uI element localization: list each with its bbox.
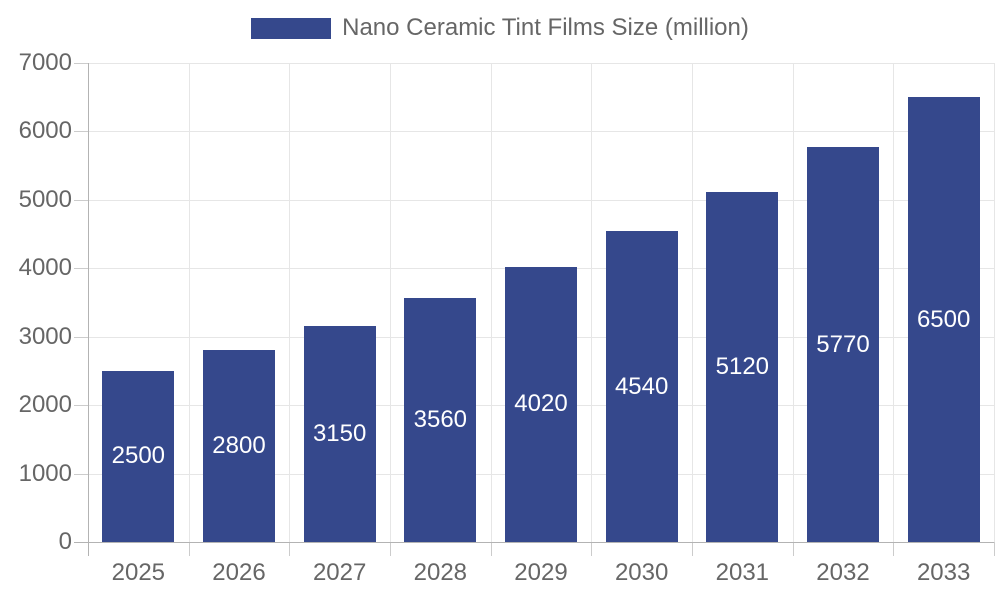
legend-label: Nano Ceramic Tint Films Size (million) bbox=[342, 14, 749, 41]
x-axis-tick-mark bbox=[994, 542, 995, 556]
gridline-horizontal bbox=[88, 131, 994, 133]
gridline-vertical bbox=[188, 63, 190, 542]
y-axis-line bbox=[88, 63, 89, 556]
y-axis-tick-mark bbox=[74, 473, 88, 475]
bar-2025[interactable] bbox=[102, 370, 175, 542]
bar-2032[interactable] bbox=[807, 147, 879, 542]
gridline-vertical bbox=[591, 63, 593, 542]
bar-2026[interactable] bbox=[203, 350, 275, 542]
bar-value-label: 4540 bbox=[614, 372, 669, 400]
x-axis-line bbox=[74, 542, 994, 543]
bar-2029[interactable] bbox=[505, 266, 577, 542]
gridline-vertical bbox=[692, 63, 693, 542]
y-axis-tick-mark bbox=[74, 268, 88, 270]
y-axis-tick-label: 7000 bbox=[18, 49, 72, 76]
y-axis-tick-label: 6000 bbox=[18, 117, 72, 145]
bar-value-label: 5770 bbox=[816, 330, 870, 358]
bar-2028[interactable] bbox=[404, 298, 477, 542]
y-axis-tick-label: 5000 bbox=[18, 185, 72, 213]
bar-value-label: 3560 bbox=[413, 406, 468, 434]
x-axis-tick-label: 2025 bbox=[111, 559, 166, 586]
x-axis-tick-mark bbox=[692, 542, 693, 556]
x-axis-tick-label: 2030 bbox=[614, 559, 669, 586]
y-axis-tick-mark bbox=[74, 336, 88, 338]
bar-value-label: 5120 bbox=[715, 352, 770, 380]
gridline-vertical bbox=[893, 63, 895, 542]
gridline-vertical bbox=[994, 63, 995, 542]
x-axis-tick-label: 2026 bbox=[212, 559, 266, 586]
bar-2027[interactable] bbox=[303, 326, 376, 542]
y-axis-tick-mark bbox=[74, 131, 88, 133]
bar-value-label: 3150 bbox=[312, 420, 367, 448]
bar-value-label: 2800 bbox=[212, 432, 266, 460]
y-axis-tick-label: 3000 bbox=[18, 322, 72, 350]
y-axis-tick-label: 4000 bbox=[18, 254, 72, 282]
bar-2033[interactable] bbox=[907, 97, 980, 542]
gridline-vertical bbox=[792, 63, 794, 542]
x-axis-tick-label: 2033 bbox=[916, 559, 971, 586]
y-axis-tick-label: 0 bbox=[58, 528, 72, 555]
y-axis-tick-mark bbox=[74, 199, 88, 201]
gridline-vertical bbox=[289, 63, 291, 542]
x-axis-tick-mark bbox=[390, 542, 391, 556]
gridline-vertical bbox=[490, 63, 492, 542]
bar-value-label: 2500 bbox=[111, 442, 166, 470]
x-axis-tick-mark bbox=[792, 542, 794, 556]
x-axis-tick-label: 2031 bbox=[715, 559, 770, 586]
x-axis-tick-mark bbox=[188, 542, 190, 556]
bar-2031[interactable] bbox=[706, 191, 779, 542]
x-axis-tick-label: 2029 bbox=[514, 559, 568, 586]
y-axis-tick-label: 1000 bbox=[18, 459, 72, 487]
x-axis-tick-mark bbox=[591, 542, 593, 556]
gridline-horizontal bbox=[88, 199, 994, 201]
x-axis-tick-mark bbox=[289, 542, 291, 556]
y-axis-tick-mark bbox=[74, 405, 88, 407]
bar-value-label: 6500 bbox=[916, 305, 971, 333]
gridline-horizontal bbox=[88, 63, 994, 64]
gridline-vertical bbox=[390, 63, 391, 542]
y-axis-tick-mark bbox=[74, 63, 88, 64]
legend-item[interactable]: Nano Ceramic Tint Films Size (million) bbox=[251, 14, 749, 42]
x-axis-tick-mark bbox=[490, 542, 492, 556]
bar-2030[interactable] bbox=[605, 231, 678, 542]
legend: Nano Ceramic Tint Films Size (million) bbox=[0, 14, 1000, 42]
x-axis-tick-mark bbox=[893, 542, 895, 556]
bar-value-label: 4020 bbox=[514, 390, 568, 418]
y-axis-tick-label: 2000 bbox=[18, 391, 72, 419]
legend-swatch bbox=[251, 17, 332, 39]
x-axis-tick-label: 2032 bbox=[816, 559, 870, 586]
x-axis-tick-label: 2027 bbox=[312, 559, 367, 586]
x-axis-tick-label: 2028 bbox=[413, 559, 468, 586]
